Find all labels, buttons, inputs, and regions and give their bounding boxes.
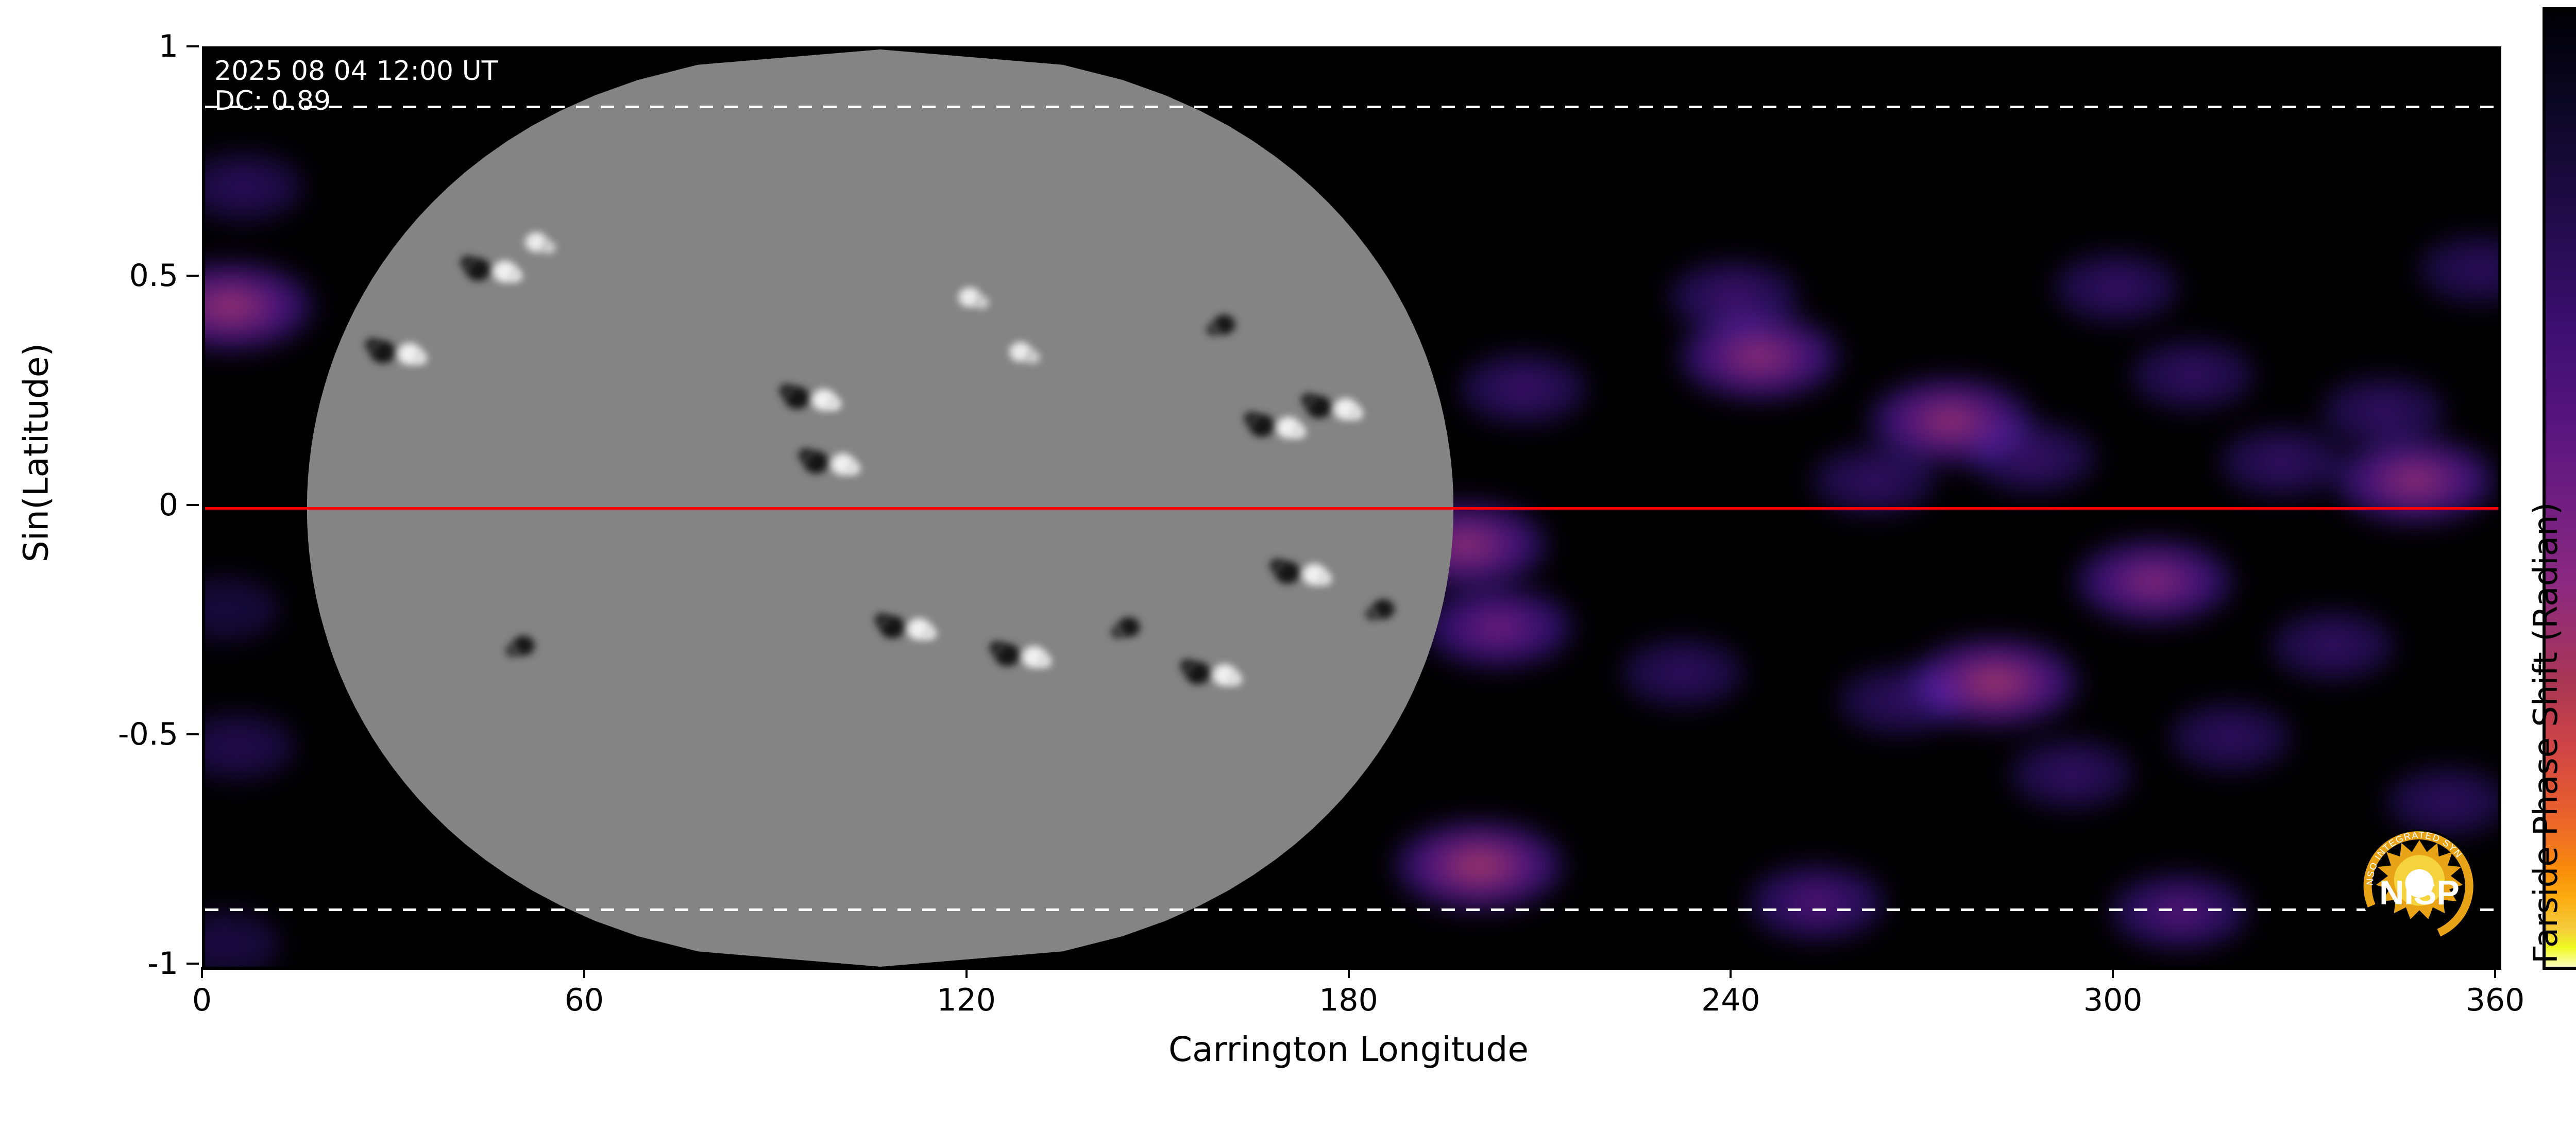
x-axis-tick [1347,967,1350,978]
active-region [507,268,524,283]
farside-feature [1750,866,1884,939]
x-axis-tick [583,967,585,978]
farside-feature [1911,638,2078,727]
x-axis-tick-label: 60 [564,982,604,1018]
equator-line [205,507,2498,510]
lower-limit-line [205,908,2498,911]
farside-feature [2222,429,2341,495]
active-region [1227,672,1244,687]
x-axis-tick-label: 180 [1319,982,1378,1018]
active-region [363,338,381,352]
farside-colorbar [2543,7,2576,970]
farside-feature [1424,587,1572,667]
active-region [777,383,795,398]
active-region [1036,653,1053,668]
active-region [1300,393,1318,408]
active-region [504,644,520,658]
upper-limit-line [205,106,2498,109]
farside-feature [2112,874,2247,949]
active-region [873,613,891,628]
farside-feature [2324,379,2443,445]
farside-colorbar-title: Farside Phase Shift (Radian) [2527,502,2565,964]
nisp-logo-text: NISP [2379,874,2460,912]
active-region [1291,424,1308,439]
farside-feature [2056,255,2176,322]
active-region [921,626,938,641]
x-axis-tick-label: 300 [2083,982,2143,1018]
farside-feature [1395,821,1563,911]
active-region [844,461,861,476]
farside-feature [2388,769,2498,834]
farside-feature [1973,424,2094,491]
farside-feature [2172,705,2290,770]
y-axis-tick-label: -0.5 [117,716,178,752]
x-axis-label: Carrington Longitude [1168,1030,1529,1069]
farside-feature [2076,540,2232,624]
x-axis-tick [1730,967,1732,978]
active-region [459,255,477,270]
y-axis-tick [187,504,199,506]
y-axis-tick [187,733,199,735]
active-region [1109,626,1125,639]
timestamp-annotation: 2025 08 04 12:00 UT [214,56,498,87]
farside-feature [205,155,301,219]
farside-feature [205,715,292,778]
x-axis-tick [201,967,203,978]
farside-feature [2012,741,2131,807]
x-axis-tick-label: 120 [937,982,996,1018]
active-region [1025,350,1041,364]
active-region [1205,323,1221,336]
active-region [1316,571,1333,586]
y-axis-tick-label: 0.5 [129,258,178,294]
farside-feature [1679,314,1839,399]
active-region [796,448,815,462]
nisp-logo: NISP NSO INTEGRATED SYNOPTIC PROGRAM [2345,813,2478,947]
y-axis-tick [187,963,199,965]
active-region [1364,607,1380,621]
farside-feature [1462,355,1585,423]
active-region [1243,411,1261,426]
plot-canvas: 2025 08 04 12:00 UT DC: 0.89 NISP [205,49,2498,967]
y-axis-tick-label: 1 [158,28,178,64]
farside-feature [2133,342,2252,408]
x-axis-tick [2494,967,2496,978]
active-region [1268,558,1286,573]
active-region [540,240,556,254]
y-axis-tick [187,45,199,47]
active-region [1348,406,1365,421]
x-axis-tick [965,967,968,978]
active-region [1179,659,1197,674]
active-region [825,397,842,412]
x-axis-tick-label: 240 [1701,982,1760,1018]
active-region [988,640,1006,655]
farside-feature [2335,438,2496,524]
plot-area: 2025 08 04 12:00 UT DC: 0.89 NISP [202,46,2501,970]
y-axis-tick [187,275,199,277]
x-axis-tick-label: 360 [2465,982,2525,1018]
duty-cycle-annotation: DC: 0.89 [214,86,331,116]
y-axis-label: Sin(Latitude) [16,343,56,563]
active-region [411,351,428,366]
y-axis-tick-label: 0 [158,487,178,523]
x-axis-tick [2112,967,2114,978]
active-region [974,295,990,309]
y-axis-tick-label: -1 [147,946,178,982]
farside-feature [2273,613,2392,679]
farside-feature [1624,641,1741,706]
x-axis-tick-label: 0 [192,982,212,1018]
